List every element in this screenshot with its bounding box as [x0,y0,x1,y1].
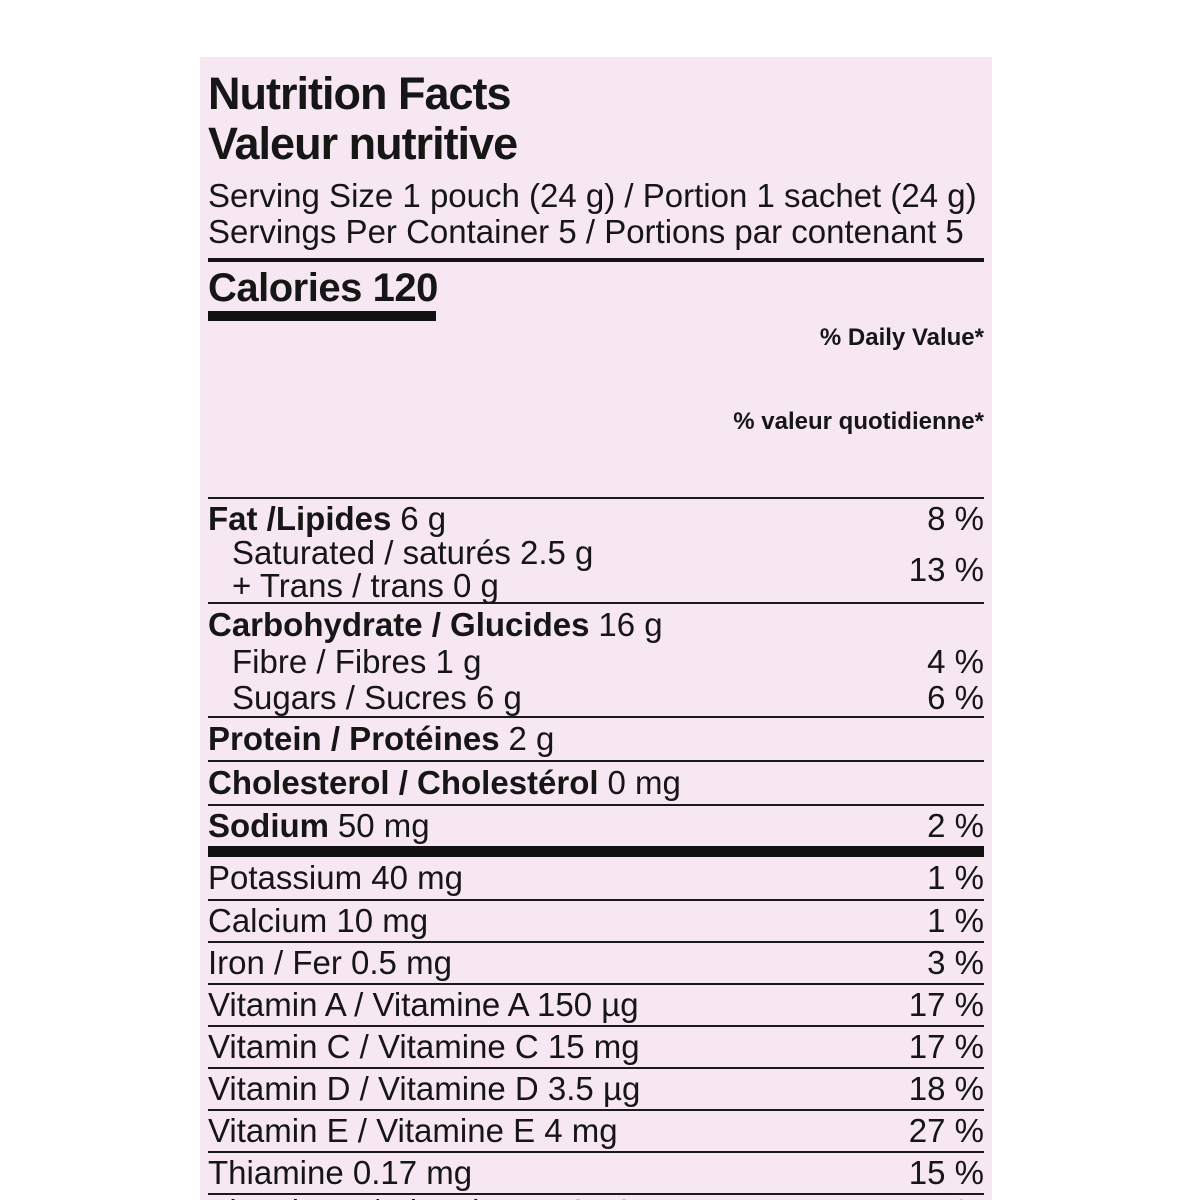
sodium-daily-value: 2 % [927,807,984,844]
calcium-daily-value: 1 % [927,902,984,939]
daily-value-header-en: % Daily Value* [819,324,984,351]
calories-row: Calories 120 [208,267,438,309]
vitamin-e-daily-value: 27 % [908,1112,984,1149]
carbohydrate-row: Carbohydrate / Glucides 16 g [208,606,663,643]
vitamin-e-row: Vitamin E / Vitamine E 4 mg 27 % [208,1109,984,1151]
vitamin-a-daily-value: 17 % [908,986,984,1023]
saturated-row: Saturated / saturés 2.5 g [232,534,594,571]
thiamine-row: Thiamine 0.17 mg 15 % [208,1151,984,1193]
vitamin-b6-daily-value: 7 % [927,1195,984,1200]
vitamin-c-row: Vitamin C / Vitamine C 15 mg 17 % [208,1025,984,1067]
thiamine-daily-value: 15 % [908,1154,984,1191]
trans-row: + Trans / trans 0 g [232,567,499,604]
potassium-row: Potassium 40 mg 1 % [208,857,984,899]
potassium-daily-value: 1 % [927,859,984,896]
calories-label: Calories [208,266,362,310]
calories-underline-bar [208,311,436,321]
iron-daily-value: 3 % [927,944,984,981]
calories-header: Calories 120 % Daily Value* % valeur quot… [208,258,984,497]
fibre-row: Fibre / Fibres 1 g [232,643,482,680]
sodium-divider-bar [208,846,984,857]
vitamin-b6-row: Vitamin B6 / Vitamine B6 0.12 mg 7 % [208,1193,984,1200]
daily-value-header: % Daily Value* % valeur quotidienne* [733,267,984,492]
sodium-row: Sodium 50 mg 2 % [208,804,984,846]
sugars-row: Sugars / Sucres 6 g [232,679,522,716]
fat-row: Fat /Lipides 6 g [208,500,447,537]
saturated-trans-daily-value: 13 % [908,550,984,588]
servings-per-container-line: Servings Per Container 5 / Portions par … [208,213,964,250]
vitamin-d-row: Vitamin D / Vitamine D 3.5 µg 18 % [208,1067,984,1109]
carbohydrate-group: Carbohydrate / Glucides 16 g Fibre / Fibr… [208,602,984,716]
vitamin-d-daily-value: 18 % [908,1070,984,1107]
nutrition-facts-label: Nutrition Facts Valeur nutritive Serving… [200,57,992,1200]
fat-daily-value: 8 % [927,500,984,537]
fat-group: Fat /Lipides 6 g 8 % Saturated / saturés … [208,497,984,602]
calcium-row: Calcium 10 mg 1 % [208,899,984,941]
serving-size-line: Serving Size 1 pouch (24 g) / Portion 1 … [208,177,977,214]
title-en: Nutrition Facts [208,68,512,119]
calories-value: 120 [372,266,439,310]
cholesterol-row: Cholesterol / Cholestérol 0 mg [208,760,984,804]
title-fr: Valeur nutritive [208,118,518,169]
protein-row: Protein / Protéines 2 g [208,716,984,760]
sugars-daily-value: 6 % [927,679,984,716]
vitamin-a-row: Vitamin A / Vitamine A 150 µg 17 % [208,983,984,1025]
iron-row: Iron / Fer 0.5 mg 3 % [208,941,984,983]
calories-block: Calories 120 [208,267,438,492]
daily-value-header-fr: % valeur quotidienne* [733,408,984,435]
fibre-daily-value: 4 % [927,643,984,680]
vitamin-c-daily-value: 17 % [908,1028,984,1065]
